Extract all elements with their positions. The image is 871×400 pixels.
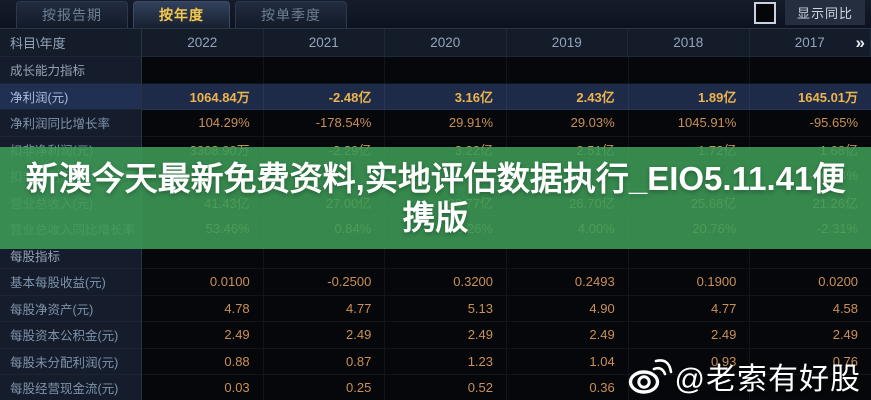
- year-header-2018: 2018: [628, 29, 750, 57]
- value-cell-2022: [142, 57, 264, 84]
- table-row[interactable]: 每股净资产(元) 4.78 4.77 5.13 4.90 4.77 4.58: [0, 295, 871, 322]
- value-cell-2018: 0.1900: [628, 269, 751, 296]
- value-cell-2017: 0.76: [750, 348, 871, 375]
- value-cell-2022: 2.49: [142, 322, 264, 349]
- value-cell-2017: [750, 57, 871, 84]
- value-cell-2019: 2.43亿: [507, 83, 629, 110]
- promo-overlay-text: 新澳今天最新免费资料,实地评估数据执行_EIO5.11.41便携版: [25, 160, 846, 236]
- tab-quarterly[interactable]: 按单季度: [235, 1, 347, 28]
- value-cell-2019: 29.03%: [507, 110, 629, 137]
- value-cell-2018: 2.49: [628, 322, 751, 349]
- value-cell-2022: 0.88: [142, 348, 264, 375]
- value-cell-2020: 1.23: [385, 348, 508, 375]
- row-label: 每股经营现金流(元): [0, 375, 142, 400]
- watermark: @老索有好股: [627, 354, 861, 398]
- row-label: 净利润(元): [0, 83, 142, 110]
- table-row[interactable]: 净利润(元) 1064.84万 -2.48亿 3.16亿 2.43亿 1.89亿 1645.…: [0, 83, 871, 110]
- value-cell-2019: 1.04: [507, 348, 629, 375]
- value-cell-2017: 2.49: [750, 322, 871, 349]
- row-label: 成长能力指标: [0, 57, 142, 84]
- value-cell-2020: [385, 57, 508, 84]
- row-label: 每股净资产(元): [0, 295, 142, 322]
- value-cell-2019: 0.2493: [507, 269, 629, 296]
- value-cell-2021: 0.87: [263, 348, 386, 375]
- value-cell-2020: 0.3200: [385, 269, 508, 296]
- table-row[interactable]: 每股经营现金流(元) 0.03 0.25 0.52 0.36: [0, 375, 871, 400]
- row-label: 基本每股收益(元): [0, 269, 142, 296]
- watermark-text: @老索有好股: [674, 363, 861, 396]
- value-cell-2022: 0.03: [142, 375, 264, 400]
- value-cell-2020: 5.13: [385, 295, 508, 322]
- value-cell-2021: 0.25: [263, 375, 386, 400]
- value-cell-2018: 1.89亿: [628, 83, 751, 110]
- value-cell-2022: 104.29%: [142, 110, 264, 137]
- value-cell-2019: 0.36: [507, 375, 629, 400]
- value-cell-2021: 2.49: [263, 322, 386, 349]
- value-cell-2019: 2.49: [507, 322, 629, 349]
- yoy-checkbox[interactable]: [753, 1, 776, 24]
- tab-bar: 按报告期 按年度 按单季度 显示同比: [0, 0, 871, 29]
- year-header-2020: 2020: [385, 29, 507, 57]
- row-label: 净利润同比增长率: [0, 110, 142, 137]
- table-row[interactable]: 净利润同比增长率 104.29% -178.54% 29.91% 29.03% 1045.…: [0, 110, 871, 137]
- section-header-row: 成长能力指标: [0, 57, 871, 84]
- tab-annual[interactable]: 按年度: [133, 1, 230, 28]
- value-cell-2021: [263, 57, 386, 84]
- value-cell-2017: 1645.01万: [750, 83, 871, 110]
- value-cell-2017: 4.58: [750, 295, 871, 322]
- year-header-2019: 2019: [506, 29, 628, 57]
- row-label: 每股资本公积金(元): [0, 322, 142, 349]
- value-cell-2020: 2.49: [385, 322, 508, 349]
- value-cell-2022: 4.78: [142, 295, 264, 322]
- year-header-2017: 2017: [749, 29, 871, 57]
- value-cell-2018: [628, 57, 751, 84]
- more-columns-icon[interactable]: »: [855, 33, 865, 52]
- weibo-icon: [628, 359, 672, 394]
- value-cell-2017: 0.0200: [750, 269, 871, 296]
- table-row[interactable]: 基本每股收益(元) 0.0100 -0.2500 0.3200 0.2493 0.1900…: [0, 269, 871, 296]
- value-cell-2020: 0.52: [385, 375, 508, 400]
- yoy-control-group: 显示同比: [753, 0, 871, 28]
- value-cell-2021: 4.77: [263, 295, 386, 322]
- table-header-row: 科目\年度 2022 2021 2020 2019 2018 2017 »: [0, 29, 871, 57]
- year-header-2022: 2022: [142, 29, 264, 57]
- value-cell-2021: -2.48亿: [263, 83, 386, 110]
- table-row[interactable]: 每股未分配利润(元) 0.88 0.87 1.23 1.04 0.93 0.76: [0, 348, 871, 375]
- show-yoy-button[interactable]: 显示同比: [784, 0, 865, 25]
- table-row[interactable]: 每股资本公积金(元) 2.49 2.49 2.49 2.49 2.49 2.49: [0, 322, 871, 349]
- value-cell-2018: 1045.91%: [628, 110, 751, 137]
- value-cell-2017: [750, 375, 871, 400]
- year-header-2021: 2021: [263, 29, 385, 57]
- section-header-row: 每股指标: [0, 242, 871, 269]
- value-cell-2020: 3.16亿: [385, 83, 508, 110]
- value-cell-2017: -95.65%: [750, 110, 871, 137]
- value-cell-2022: 1064.84万: [142, 83, 264, 110]
- value-cell-2018: 0.93: [628, 348, 751, 375]
- value-cell-2018: 4.77: [628, 295, 751, 322]
- row-label: 每股未分配利润(元): [0, 348, 142, 375]
- value-cell-2021: -178.54%: [263, 110, 386, 137]
- value-cell-2020: 29.91%: [385, 110, 508, 137]
- tab-report-period[interactable]: 按报告期: [16, 1, 128, 28]
- promo-overlay-banner: 新澳今天最新免费资料,实地评估数据执行_EIO5.11.41便携版: [0, 147, 871, 249]
- value-cell-2019: [507, 57, 629, 84]
- corner-header-label: 科目\年度: [0, 29, 142, 57]
- value-cell-2022: 0.0100: [142, 269, 264, 296]
- value-cell-2021: -0.2500: [263, 269, 386, 296]
- value-cell-2019: 4.90: [507, 295, 629, 322]
